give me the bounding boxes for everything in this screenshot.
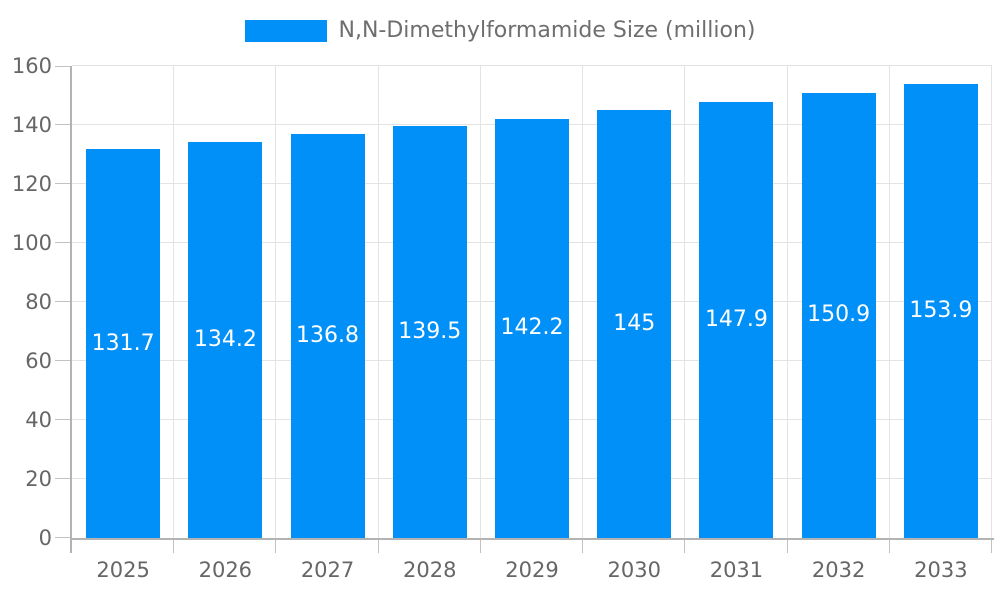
y-gridline <box>72 65 992 66</box>
chart-legend: N,N-Dimethylformamide Size (million) <box>0 19 1000 43</box>
y-axis-tick <box>55 124 70 125</box>
x-axis-label: 2031 <box>709 558 764 582</box>
bar-2030 <box>597 110 672 538</box>
y-axis-tick <box>55 301 70 302</box>
bar-2028 <box>392 126 467 538</box>
bar-value-label: 136.8 <box>296 323 360 349</box>
x-axis-label: 2033 <box>914 558 968 582</box>
x-axis-label: 2032 <box>811 558 866 582</box>
y-axis-label: 0 <box>38 526 52 550</box>
plot-area: 0 20 40 60 80 100 120 140 160 131.7 2025 134.2 2026 1… <box>12 54 994 582</box>
x-gridline <box>684 66 686 538</box>
bar-value-label: 142.2 <box>500 315 564 341</box>
y-axis-tick <box>55 537 70 538</box>
x-axis-tick <box>684 540 686 553</box>
bar-2033 <box>903 83 978 538</box>
y-axis-label: 80 <box>25 290 52 314</box>
y-axis-tick <box>55 360 70 361</box>
bar-2027 <box>290 134 365 538</box>
x-axis-label: 2028 <box>403 558 457 582</box>
x-axis-tick <box>991 540 992 553</box>
x-axis-label: 2025 <box>96 558 150 582</box>
x-axis-label: 2029 <box>505 558 559 582</box>
bar-value-label: 145 <box>613 311 656 337</box>
y-axis-label: 60 <box>25 349 52 373</box>
y-axis-tick <box>55 242 70 243</box>
x-axis-label: 2027 <box>300 558 355 582</box>
y-axis-label: 40 <box>25 408 52 432</box>
legend-swatch <box>244 20 327 42</box>
x-gridline <box>582 66 584 538</box>
x-gridline <box>173 66 175 538</box>
y-axis-label: 100 <box>11 231 52 255</box>
y-axis-tick <box>55 183 70 184</box>
x-gridline <box>377 66 379 538</box>
bar-2026 <box>188 142 263 538</box>
x-gridline <box>479 66 481 538</box>
bar-value-label: 147.9 <box>704 306 768 332</box>
y-axis-label: 140 <box>11 113 52 137</box>
x-axis-tick <box>377 540 379 553</box>
bar-value-label: 139.5 <box>398 319 462 345</box>
x-axis-tick <box>173 540 175 553</box>
y-axis-label: 20 <box>25 467 52 491</box>
x-gridline <box>991 66 992 538</box>
bar-value-label: 150.9 <box>807 302 871 328</box>
x-axis-tick <box>479 540 481 553</box>
x-axis-label: 2026 <box>198 558 253 582</box>
y-axis-tick <box>55 478 70 479</box>
bar-value-label: 131.7 <box>91 330 155 356</box>
y-axis-tick <box>55 66 70 67</box>
x-axis-tick <box>275 540 277 553</box>
x-axis-tick <box>582 540 584 553</box>
bar-value-label: 134.2 <box>193 327 257 353</box>
y-axis-label: 160 <box>11 54 52 78</box>
bar-2025 <box>86 149 161 538</box>
x-axis-line <box>70 538 994 540</box>
y-axis-line <box>70 66 72 553</box>
x-gridline <box>275 66 277 538</box>
bar-2029 <box>495 118 569 538</box>
y-axis-label: 120 <box>11 172 52 196</box>
legend-series-label: N,N-Dimethylformamide Size (million) <box>338 18 756 43</box>
x-gridline <box>786 66 788 538</box>
bar-2031 <box>699 101 774 538</box>
x-gridline <box>888 66 890 538</box>
bar-value-label: 153.9 <box>909 297 973 323</box>
y-axis-tick <box>55 419 70 420</box>
x-axis-tick <box>888 540 890 553</box>
x-axis-tick <box>786 540 788 553</box>
x-axis-label: 2030 <box>607 558 661 582</box>
bar-2032 <box>801 92 876 538</box>
